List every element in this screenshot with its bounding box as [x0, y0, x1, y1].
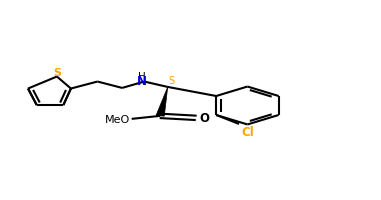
Text: Cl: Cl [241, 125, 254, 138]
Text: N: N [137, 75, 147, 88]
Text: H: H [138, 72, 146, 82]
Text: O: O [199, 112, 209, 125]
Text: S: S [168, 75, 174, 85]
Polygon shape [156, 87, 168, 117]
Text: MeO: MeO [104, 114, 130, 124]
Text: S: S [53, 67, 61, 77]
